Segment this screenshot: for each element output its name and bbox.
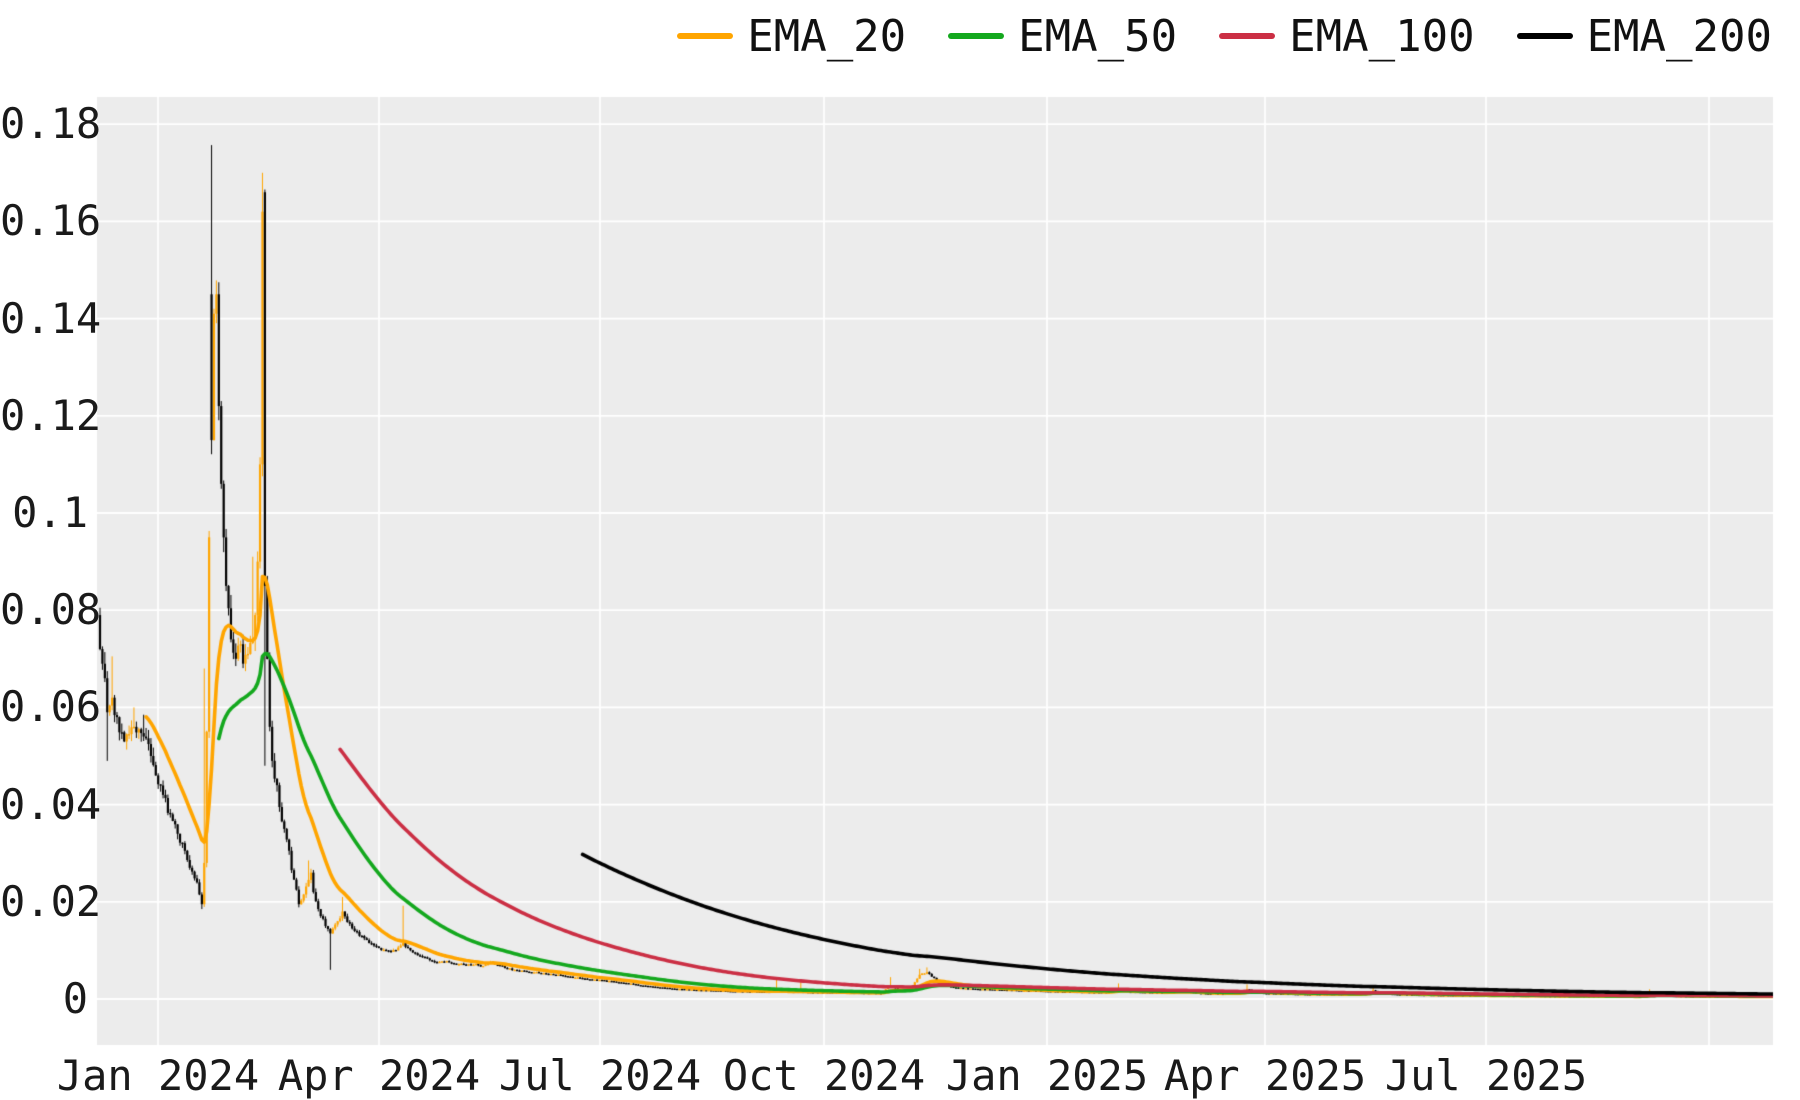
legend-item-ema_20: EMA_20 [677,11,906,62]
legend-line-swatch [1516,33,1573,39]
y-tick-label: 0.06 [0,682,102,732]
y-tick-label: 0 [62,974,88,1023]
legend-line-swatch [677,33,734,39]
x-tick-label: Jul 2024 [498,1051,702,1100]
y-tick-label: 0.04 [0,779,102,829]
x-tick-label: Jul 2025 [1384,1051,1588,1100]
legend-line-swatch [948,33,1005,39]
x-tick-label: Apr 2024 [277,1051,481,1100]
y-tick-label: 0.18 [0,99,102,149]
x-tick-label: Apr 2025 [1163,1051,1367,1100]
y-tick-label: 0.16 [0,196,102,246]
y-tick-label: 0.08 [0,585,102,635]
x-tick-label: Jan 2025 [945,1051,1149,1100]
legend-label: EMA_100 [1289,10,1475,62]
x-tick-label: Oct 2024 [722,1051,926,1100]
legend-item-ema_50: EMA_50 [948,11,1177,62]
legend-label: EMA_50 [1018,10,1178,62]
legend-label: EMA_20 [747,10,907,62]
legend-item-ema_200: EMA_200 [1516,10,1772,62]
y-tick-label: 0.14 [0,293,102,343]
legend-line-swatch [1219,33,1276,39]
legend: EMA_20 EMA_50 EMA_100 EMA_200 [677,8,1772,64]
x-tick-label: Jan 2024 [56,1051,260,1100]
y-tick-label: 0.1 [12,488,88,537]
legend-label: EMA_200 [1586,10,1772,62]
legend-item-ema_100: EMA_100 [1219,10,1475,62]
y-tick-label: 0.12 [0,390,102,440]
y-tick-label: 0.02 [0,876,102,926]
